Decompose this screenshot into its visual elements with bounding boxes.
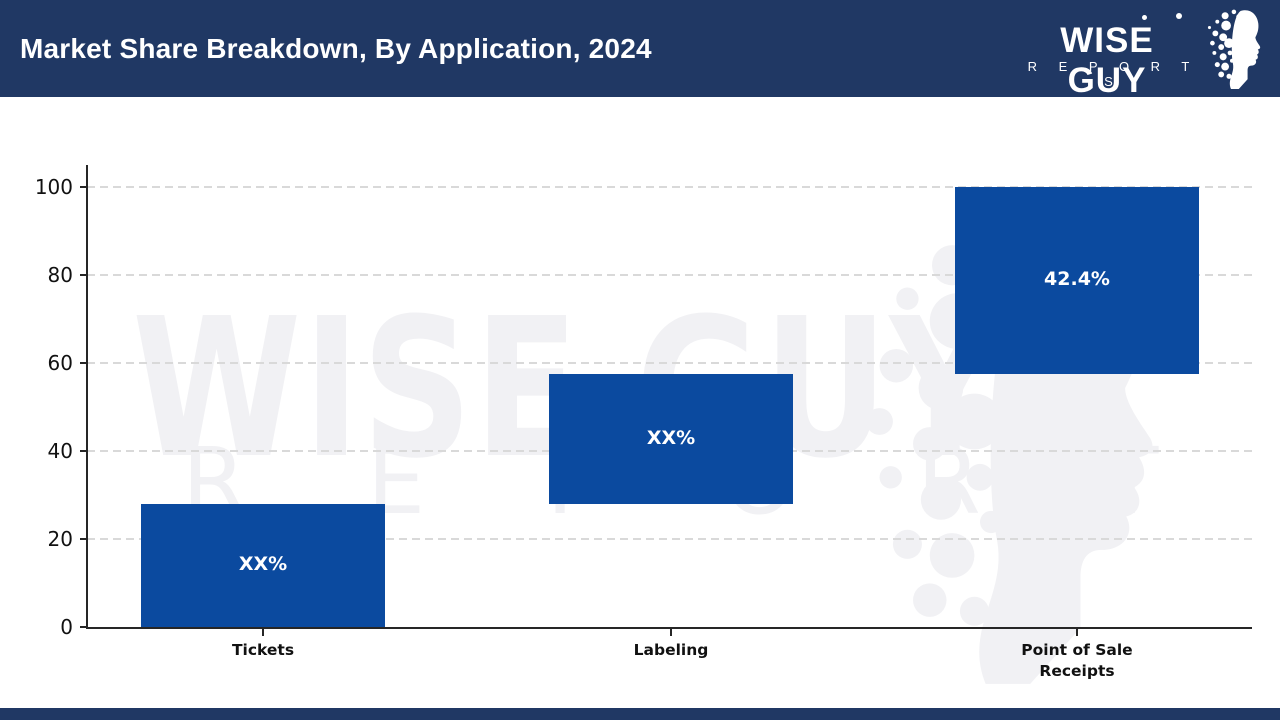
y-tick-label: 40	[47, 439, 73, 463]
y-tick-label: 60	[47, 351, 73, 375]
logo-face-icon	[1207, 9, 1261, 89]
x-tick-mark	[262, 629, 264, 636]
y-tick-mark	[80, 538, 87, 540]
gridline-y80	[87, 274, 1252, 276]
logo-wordmark: WISE GUY	[1060, 20, 1154, 100]
header-bar: Market Share Breakdown, By Application, …	[0, 0, 1280, 100]
y-tick-mark	[80, 362, 87, 364]
x-tick-mark	[1076, 629, 1078, 636]
bar-value-label: XX%	[238, 553, 288, 576]
bar-3	[955, 187, 1199, 374]
y-tick-mark	[80, 186, 87, 188]
x-tick-mark	[670, 629, 672, 636]
x-axis-category-label: Tickets	[231, 641, 295, 659]
bar-2	[549, 373, 793, 504]
gridline-y60	[87, 362, 1252, 364]
bar-value-label: 42.4%	[1044, 268, 1110, 291]
logo-dot-icon	[1142, 14, 1147, 20]
x-axis-category-label: Point of Sale Receipts	[1021, 641, 1133, 680]
footer-bar	[0, 708, 1280, 720]
wiseguy-logo: WISE GUY R E P O R T S	[1016, 5, 1266, 100]
y-tick-label: 0	[60, 615, 73, 639]
y-tick-mark	[80, 626, 87, 628]
y-axis	[86, 165, 88, 629]
plot-area: 0 20 40 60 80 100 XX% Tickets XX% Labeling 42.4% Po…	[0, 97, 1280, 708]
gridline-y20	[87, 538, 1252, 540]
bar-1	[141, 503, 385, 627]
gridline-y100	[87, 186, 1252, 188]
y-tick-mark	[80, 450, 87, 452]
page-title: Market Share Breakdown, By Application, …	[20, 32, 652, 64]
y-tick-label: 80	[47, 263, 73, 287]
logo-dot-icon	[1176, 12, 1182, 19]
x-axis	[86, 627, 1252, 629]
y-tick-label: 100	[34, 175, 73, 199]
bar-value-label: XX%	[646, 426, 696, 449]
logo-subtext: R E P O R T S	[1027, 58, 1199, 89]
y-tick-label: 20	[47, 527, 73, 551]
y-tick-mark	[80, 274, 87, 276]
x-axis-category-label: Labeling	[633, 641, 709, 659]
